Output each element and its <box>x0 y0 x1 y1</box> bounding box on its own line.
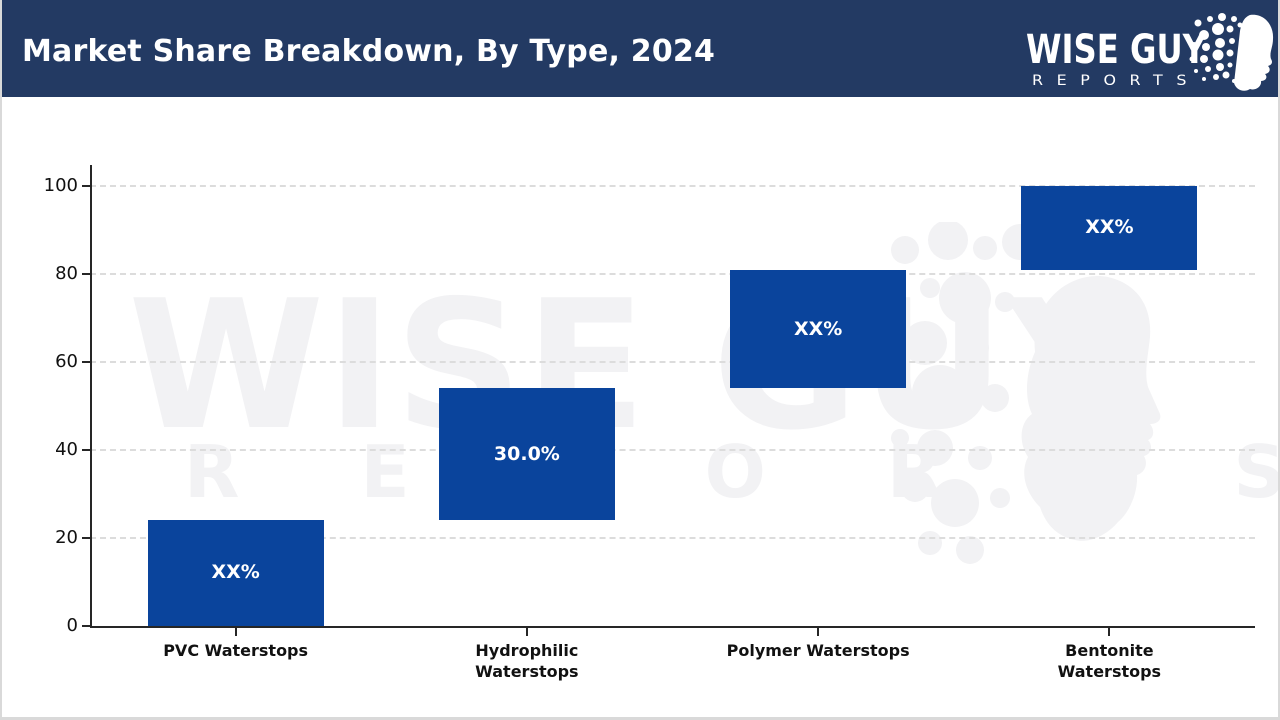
x-axis-line <box>90 626 1255 628</box>
y-tick-mark <box>82 537 90 539</box>
y-tick-label: 20 <box>55 527 78 548</box>
x-category-label-line: Bentonite <box>1065 641 1154 660</box>
y-tick-mark <box>82 185 90 187</box>
x-tick-mark <box>525 628 528 636</box>
logo-dots-brain-icon <box>1189 12 1243 83</box>
x-category-label: Polymer Waterstops <box>688 640 948 661</box>
bar-value-label: 30.0% <box>493 443 560 466</box>
y-gridline <box>90 185 1255 187</box>
y-tick-label: 60 <box>55 351 78 372</box>
y-tick-label: 0 <box>66 615 78 636</box>
y-tick-label: 40 <box>55 439 78 460</box>
x-category-label-line: Hydrophilic <box>475 641 579 660</box>
bar-segment <box>1021 186 1198 270</box>
x-tick-mark <box>234 628 237 636</box>
x-category-label-line: Waterstops <box>475 662 579 681</box>
y-tick-label: 100 <box>43 175 78 196</box>
x-category-label: Bentonite Waterstops <box>979 640 1239 682</box>
bar-value-label: XX% <box>211 561 260 584</box>
bar-segment <box>438 388 615 521</box>
x-category-label-line: PVC Waterstops <box>163 641 309 660</box>
logo-subtext: REPORTS <box>1032 73 1200 89</box>
y-tick-mark <box>82 449 90 451</box>
y-gridline <box>90 361 1255 363</box>
logo-wordmark: WISE GUY <box>1026 27 1207 73</box>
wise-guy-reports-logo: WISE GUY REPORTS <box>1026 12 1274 91</box>
header-banner: Market Share Breakdown, By Type, 2024 WI… <box>2 0 1278 97</box>
y-tick-mark <box>82 361 90 363</box>
bar-value-label: XX% <box>793 317 843 340</box>
y-gridline <box>90 273 1255 275</box>
chart-title: Market Share Breakdown, By Type, 2024 <box>22 34 716 69</box>
y-tick-mark <box>82 273 90 275</box>
bar-segment <box>147 520 324 626</box>
x-tick-mark <box>817 628 820 636</box>
y-tick-mark <box>82 625 90 627</box>
x-category-label: PVC Waterstops <box>106 640 366 661</box>
y-axis-line <box>90 165 92 628</box>
x-category-label-line: Polymer Waterstops <box>726 641 910 660</box>
bar-segment <box>730 269 907 389</box>
y-tick-label: 80 <box>55 263 78 284</box>
x-category-label: Hydrophilic Waterstops <box>397 640 657 682</box>
x-tick-mark <box>1108 628 1111 636</box>
y-gridline <box>90 537 1255 539</box>
y-gridline <box>90 449 1255 451</box>
logo-face-profile-icon <box>1234 14 1274 91</box>
watermark-face-dots-icon <box>880 222 1161 564</box>
x-category-label-line: Waterstops <box>1057 662 1162 681</box>
bar-value-label: XX% <box>1085 216 1134 238</box>
